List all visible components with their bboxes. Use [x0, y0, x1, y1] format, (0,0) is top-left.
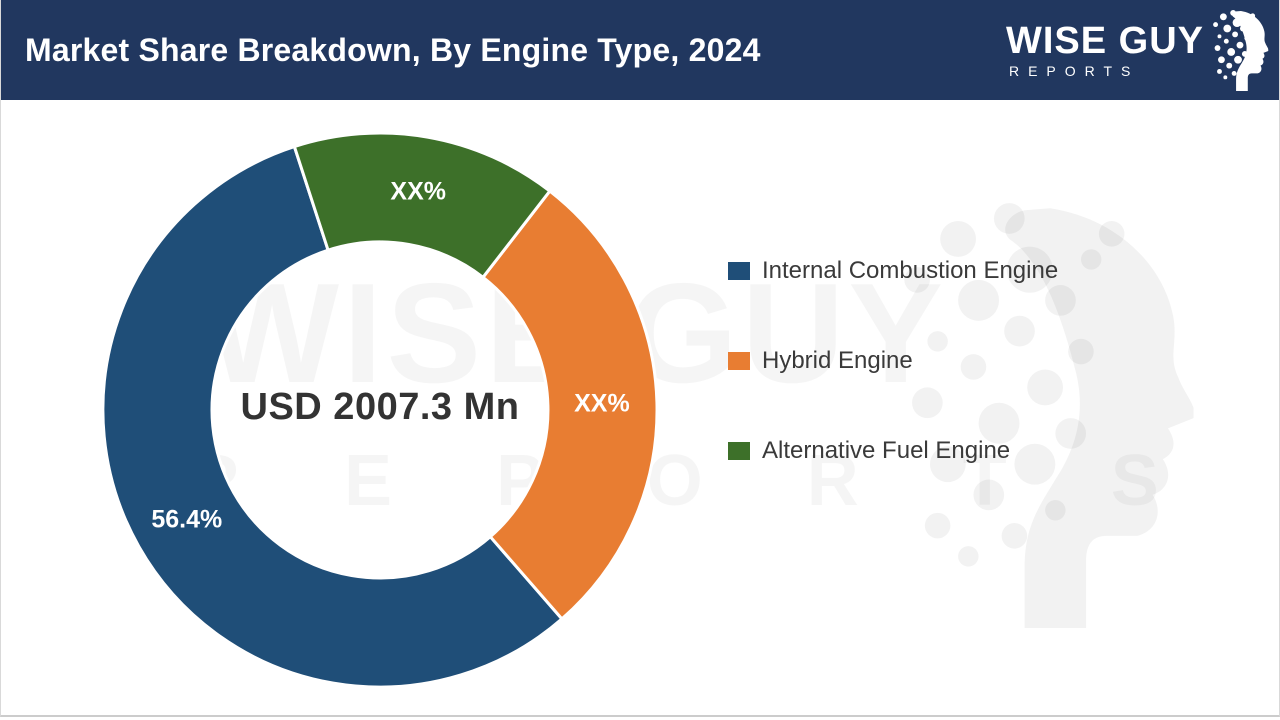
- donut-slice-0: [101, 145, 564, 689]
- donut-slice-2: [292, 131, 552, 279]
- logo-text: WISE GUY REPORTS: [1006, 21, 1204, 79]
- legend-label: Alternative Fuel Engine: [762, 437, 1011, 464]
- legend-item-alternative-fuel-engine: Alternative Fuel Engine: [728, 437, 1058, 464]
- legend-swatch-orange: [728, 352, 750, 370]
- wise-guy-reports-logo: WISE GUY REPORTS: [1006, 5, 1270, 95]
- chart-legend: Internal Combustion Engine Hybrid Engine…: [728, 257, 1059, 464]
- slice-value-label-1: XX%: [574, 390, 630, 418]
- slice-value-label-2: XX%: [390, 177, 446, 205]
- legend-swatch-green: [728, 442, 750, 460]
- header-bar: Market Share Breakdown, By Engine Type, …: [0, 0, 1280, 100]
- legend-label: Internal Combustion Engine: [762, 257, 1059, 284]
- logo-face-icon: [1208, 9, 1270, 91]
- logo-wiseguy-text: WISE GUY: [1005, 20, 1204, 62]
- legend-swatch-blue: [728, 262, 750, 280]
- chart-center-total: USD 2007.3 Mn: [240, 386, 520, 428]
- legend-item-internal-combustion-engine: Internal Combustion Engine: [728, 257, 1059, 284]
- slice-value-label-0: 56.4%: [151, 505, 222, 533]
- legend-item-hybrid-engine: Hybrid Engine: [728, 347, 1058, 374]
- page-title: Market Share Breakdown, By Engine Type, …: [25, 31, 761, 68]
- donut-slice-1: [481, 189, 659, 621]
- legend-label: Hybrid Engine: [762, 347, 913, 374]
- logo-reports-text: REPORTS: [1008, 63, 1140, 79]
